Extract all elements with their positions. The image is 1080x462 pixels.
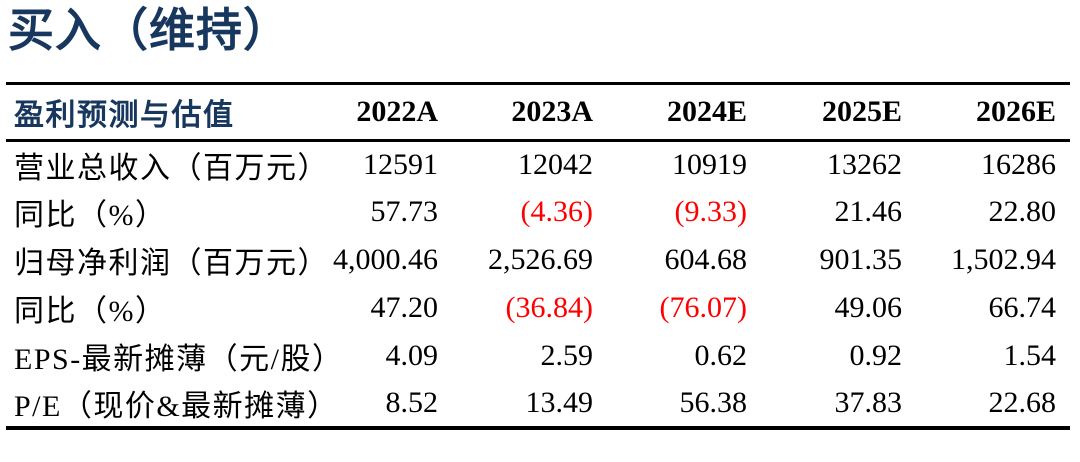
- table-header-2023a: 2023A: [511, 94, 593, 128]
- table-row-revenue: 营业总收入（百万元） 12591 12042 10919 13262 16286: [6, 140, 1070, 188]
- cell-value: 12042: [518, 148, 593, 182]
- cell-value: 10919: [672, 148, 747, 182]
- cell-value: (9.33): [674, 195, 747, 229]
- cell-value: 2,526.69: [488, 243, 593, 277]
- table-header-2024e: 2024E: [666, 94, 747, 128]
- cell-value: 21.46: [834, 195, 903, 229]
- cell-value: 13.49: [525, 386, 594, 420]
- table-header-row: 盈利预测与估值 2022A 2023A 2024E 2025E 2026E: [6, 83, 1070, 141]
- row-label: EPS-最新摊薄（元/股）: [14, 343, 344, 377]
- cell-value: 49.06: [834, 291, 903, 325]
- cell-value: 2.59: [540, 339, 594, 373]
- cell-value: 57.73: [370, 195, 439, 229]
- cell-value: (4.36): [520, 195, 593, 229]
- cell-value: 37.83: [834, 386, 903, 420]
- cell-value: 22.68: [988, 386, 1057, 420]
- table-header-2025e: 2025E: [821, 94, 902, 128]
- cell-value: 47.20: [370, 291, 439, 325]
- cell-value: 604.68: [664, 243, 748, 277]
- cell-value: (76.07): [659, 291, 747, 325]
- cell-value: 0.62: [694, 339, 748, 373]
- row-label: 同比（%）: [14, 295, 167, 329]
- cell-value: 1,502.94: [951, 243, 1056, 277]
- cell-value: 16286: [981, 148, 1056, 182]
- table-row-net-profit-yoy: 同比（%） 47.20 (36.84) (76.07) 49.06 66.74: [6, 284, 1070, 332]
- table-row-net-profit: 归母净利润（百万元） 4,000.46 2,526.69 604.68 901.…: [6, 236, 1070, 284]
- cell-value: 22.80: [988, 195, 1057, 229]
- table-row-pe: P/E（现价&最新摊薄） 8.52 13.49 56.38 37.83 22.6…: [6, 380, 1070, 428]
- table-header-title: 盈利预测与估值: [14, 98, 235, 132]
- rating-title: 买入（维持）: [8, 5, 290, 56]
- row-label: 同比（%）: [14, 199, 167, 233]
- cell-value: 13262: [827, 148, 902, 182]
- cell-value: 66.74: [988, 291, 1057, 325]
- table-header-2022a: 2022A: [356, 94, 438, 128]
- cell-value: 56.38: [679, 386, 748, 420]
- cell-value: (36.84): [505, 291, 593, 325]
- cell-value: 8.52: [385, 386, 439, 420]
- cell-value: 1.54: [1003, 339, 1057, 373]
- cell-value: 4.09: [385, 339, 439, 373]
- cell-value: 4,000.46: [333, 243, 438, 277]
- cell-value: 0.92: [849, 339, 903, 373]
- row-label: 归母净利润（百万元）: [14, 247, 329, 281]
- table-row-eps: EPS-最新摊薄（元/股） 4.09 2.59 0.62 0.92 1.54: [6, 332, 1070, 380]
- forecast-valuation-table: 盈利预测与估值 2022A 2023A 2024E 2025E 2026E 营业…: [6, 81, 1070, 431]
- table-header-2026e: 2026E: [975, 94, 1056, 128]
- row-label: P/E（现价&最新摊薄）: [14, 390, 339, 424]
- table-row-revenue-yoy: 同比（%） 57.73 (4.36) (9.33) 21.46 22.80: [6, 188, 1070, 236]
- cell-value: 901.35: [819, 243, 903, 277]
- cell-value: 12591: [363, 148, 438, 182]
- row-label: 营业总收入（百万元）: [14, 152, 329, 186]
